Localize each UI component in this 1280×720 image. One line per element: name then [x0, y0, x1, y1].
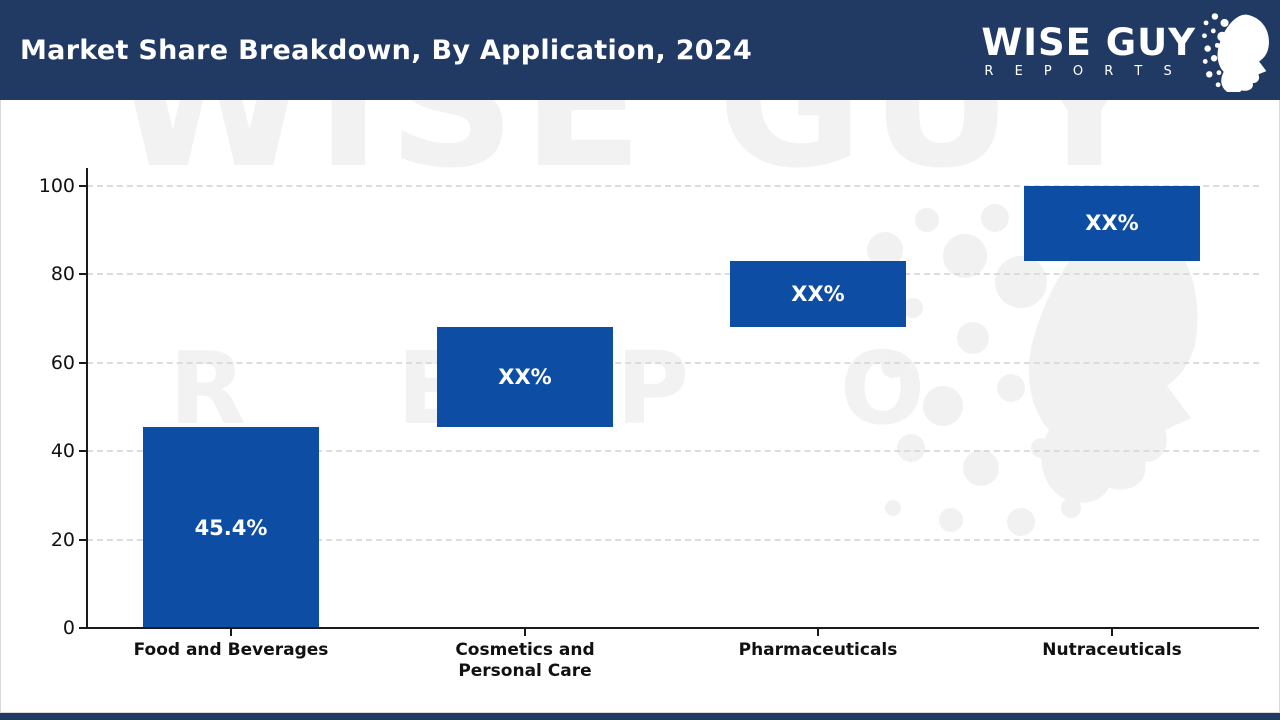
y-tick-label: 100: [38, 175, 75, 197]
bar: XX%: [437, 326, 613, 428]
bar-value-label: 45.4%: [194, 515, 268, 540]
wise-guy-logo: WISE GUY R E P O R T S: [981, 10, 1272, 92]
x-tick-mark: [1111, 629, 1113, 636]
y-tick-label: 60: [50, 351, 75, 374]
bar: XX%: [1024, 186, 1200, 261]
bar-value-label: XX%: [791, 281, 845, 306]
y-tick-label: 80: [50, 263, 75, 286]
plot: 0 20 40 60 80 100 45.4% Food and Beverages XX% Co…: [1, 100, 1279, 712]
gridline: [87, 185, 1259, 187]
x-tick-mark: [817, 629, 819, 636]
x-category-label: Nutraceuticals: [1042, 640, 1182, 660]
logo-brand-name: WISE GUY: [981, 21, 1196, 64]
x-tick-mark: [524, 629, 526, 636]
page-title: Market Share Breakdown, By Application, …: [20, 34, 753, 66]
y-tick-mark: [79, 361, 87, 364]
logo-text: WISE GUY R E P O R T S: [981, 24, 1196, 78]
x-axis: [85, 627, 1259, 629]
bar-value-label: XX%: [1085, 211, 1139, 236]
y-tick-mark: [79, 273, 87, 276]
gridline: [87, 450, 1259, 453]
y-tick-mark: [79, 627, 87, 629]
y-tick-label: 0: [62, 617, 75, 639]
footer-bar: [0, 713, 1280, 720]
y-axis: [86, 168, 88, 629]
logo-brand-subtitle: R E P O R T S: [984, 64, 1181, 79]
x-category-label: Cosmetics and Personal Care: [455, 640, 595, 682]
y-tick-mark: [79, 450, 87, 453]
chart-area: WISE GUY R E P O R T S 02040608010045.4%…: [0, 100, 1280, 713]
header: Market Share Breakdown, By Application, …: [0, 0, 1280, 100]
logo-face-icon: [1202, 13, 1269, 92]
bar: XX%: [730, 260, 906, 327]
x-tick-mark: [230, 629, 232, 636]
gridline: [87, 538, 1259, 541]
x-category-label: Food and Beverages: [133, 640, 329, 660]
y-tick-mark: [79, 185, 87, 187]
bar-value-label: XX%: [498, 365, 552, 390]
gridline: [87, 361, 1259, 364]
y-tick-label: 40: [50, 440, 75, 463]
bar: 45.4%: [143, 427, 319, 628]
gridline: [87, 273, 1259, 276]
x-category-label: Pharmaceuticals: [738, 640, 898, 660]
y-tick-label: 20: [50, 528, 75, 551]
y-tick-mark: [79, 538, 87, 541]
